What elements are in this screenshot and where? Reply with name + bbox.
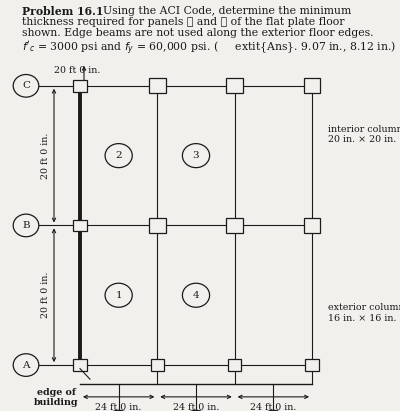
Bar <box>304 79 320 93</box>
Text: 2: 2 <box>115 151 122 160</box>
Text: exterior columns
16 in. × 16 in.: exterior columns 16 in. × 16 in. <box>328 303 400 323</box>
Bar <box>74 80 87 92</box>
Bar <box>74 359 87 371</box>
Bar <box>304 218 320 233</box>
Text: Problem 16.1: Problem 16.1 <box>22 6 104 17</box>
Text: 3: 3 <box>193 151 199 160</box>
Bar <box>306 359 319 371</box>
Text: Using the ACI Code, determine the minimum: Using the ACI Code, determine the minimu… <box>96 6 351 16</box>
Bar <box>226 218 243 233</box>
Text: edge of
building: edge of building <box>34 388 78 407</box>
Text: 1: 1 <box>115 291 122 300</box>
Text: 20 ft 0 in.: 20 ft 0 in. <box>54 66 100 75</box>
Text: C: C <box>22 81 30 90</box>
Text: interior columns
20 in. × 20 in.: interior columns 20 in. × 20 in. <box>328 125 400 144</box>
Text: A: A <box>22 360 30 369</box>
Text: 20 ft 0 in.: 20 ft 0 in. <box>41 272 50 319</box>
Bar <box>74 219 87 231</box>
Text: 24 ft 0 in.: 24 ft 0 in. <box>173 403 219 411</box>
Bar <box>228 359 241 371</box>
Bar <box>151 359 164 371</box>
Text: $f'_c$ = 3000 psi and $f_y$ = 60,000 psi. (	extit{Ans}. 9.07 in., 8.12 in.): $f'_c$ = 3000 psi and $f_y$ = 60,000 psi… <box>22 39 396 57</box>
Bar <box>149 218 166 233</box>
Bar <box>149 79 166 93</box>
Text: shown. Edge beams are not used along the exterior floor edges.: shown. Edge beams are not used along the… <box>22 28 374 38</box>
Text: 24 ft 0 in.: 24 ft 0 in. <box>96 403 142 411</box>
Bar <box>226 79 243 93</box>
Text: thickness required for panels ① and ③ of the flat plate floor: thickness required for panels ① and ③ of… <box>22 17 344 27</box>
Text: 24 ft 0 in.: 24 ft 0 in. <box>250 403 296 411</box>
Text: B: B <box>22 221 30 230</box>
Text: 20 ft 0 in.: 20 ft 0 in. <box>41 132 50 179</box>
Text: 4: 4 <box>193 291 199 300</box>
